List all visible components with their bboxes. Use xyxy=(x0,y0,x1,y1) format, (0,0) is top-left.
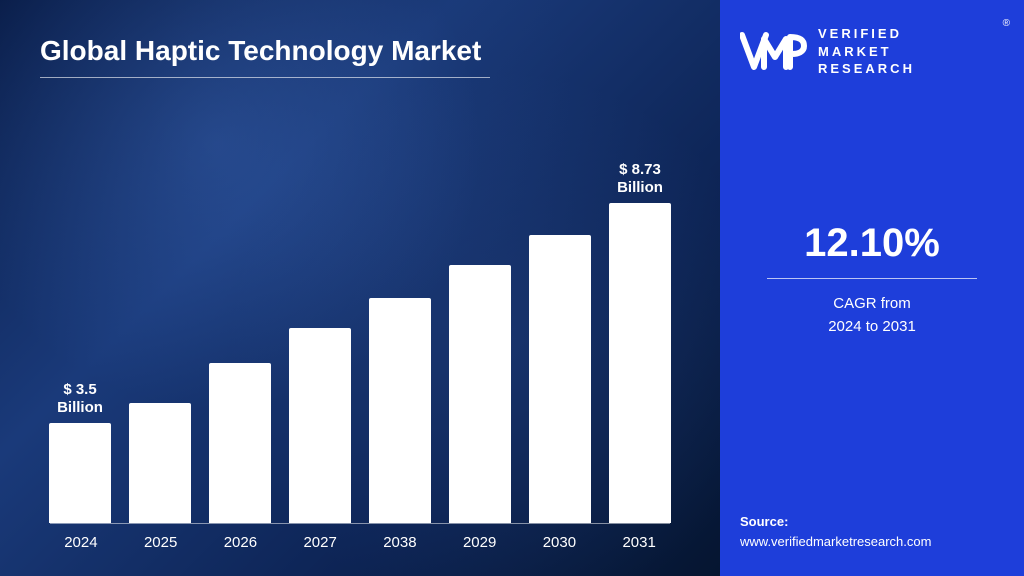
bar-group xyxy=(209,317,271,523)
x-axis-labels: 2024 2025 2026 2027 2038 2029 2030 2031 xyxy=(40,524,680,551)
title-underline xyxy=(40,77,490,78)
bar-group xyxy=(449,219,511,523)
x-label: 2024 xyxy=(50,534,112,551)
bar xyxy=(449,265,511,523)
brand-name: VERIFIED MARKET RESEARCH xyxy=(818,25,915,78)
brand-line: RESEARCH xyxy=(818,60,915,78)
bar xyxy=(369,298,431,523)
x-label: 2038 xyxy=(369,534,431,551)
sidebar-panel: ® VERIFIED MARKET RESEARCH 12.10% CAGR f… xyxy=(720,0,1024,576)
brand-line: MARKET xyxy=(818,43,915,61)
x-label: 2030 xyxy=(529,534,591,551)
x-label: 2026 xyxy=(210,534,272,551)
bar xyxy=(209,363,271,523)
bar-group xyxy=(369,252,431,523)
bar-group: $ 3.5 Billion xyxy=(49,377,111,523)
cagr-label-line: 2024 to 2031 xyxy=(828,316,916,339)
chart-title: Global Haptic Technology Market xyxy=(40,35,680,67)
x-label: 2027 xyxy=(289,534,351,551)
brand-line: VERIFIED xyxy=(818,25,915,43)
bar xyxy=(529,235,591,523)
x-label: 2025 xyxy=(130,534,192,551)
chart-area: $ 3.5 Billion xyxy=(40,98,680,551)
bar xyxy=(609,203,671,523)
cagr-value: 12.10% xyxy=(804,221,940,266)
bar-group xyxy=(529,189,591,523)
cagr-label: CAGR from 2024 to 2031 xyxy=(828,293,916,338)
bar-value-label: $ 3.5 Billion xyxy=(49,377,111,417)
bar xyxy=(49,423,111,523)
vmr-logo-icon xyxy=(740,29,808,73)
bar-value-label: $ 8.73 Billion xyxy=(609,157,671,197)
x-label: 2029 xyxy=(449,534,511,551)
cagr-underline xyxy=(767,278,977,279)
brand-logo: VERIFIED MARKET RESEARCH xyxy=(740,25,1004,78)
bars-container: $ 3.5 Billion xyxy=(40,163,680,523)
bar xyxy=(129,403,191,523)
bar-group xyxy=(129,357,191,523)
cagr-section: 12.10% CAGR from 2024 to 2031 xyxy=(740,108,1004,512)
cagr-label-line: CAGR from xyxy=(828,293,916,316)
x-label: 2031 xyxy=(608,534,670,551)
bar-group: $ 8.73 Billion xyxy=(609,157,671,523)
source-label: Source: xyxy=(740,512,1004,532)
bar-group xyxy=(289,282,351,523)
bar xyxy=(289,328,351,523)
registered-mark-icon: ® xyxy=(1003,18,1010,29)
chart-panel: Global Haptic Technology Market $ 3.5 Bi… xyxy=(0,0,720,576)
source-url: www.verifiedmarketresearch.com xyxy=(740,532,1004,552)
source-section: Source: www.verifiedmarketresearch.com xyxy=(740,512,1004,551)
